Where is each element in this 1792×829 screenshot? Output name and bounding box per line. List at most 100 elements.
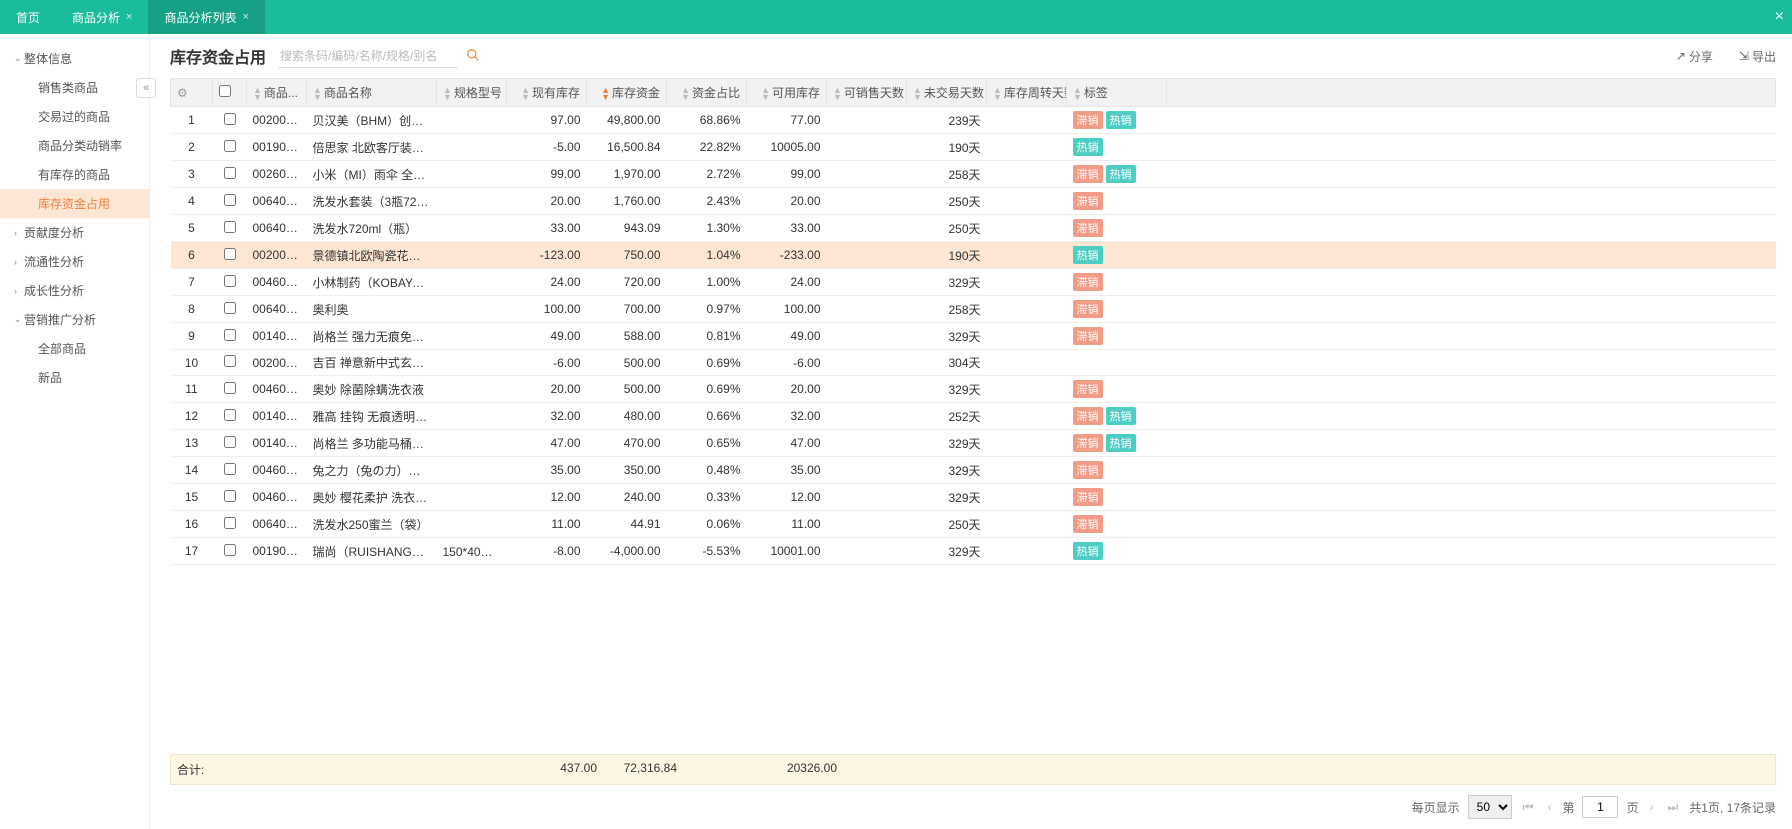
top-tab-2[interactable]: 商品分析列表× <box>148 0 264 34</box>
row-checkbox[interactable] <box>224 302 236 314</box>
prev-page-button[interactable]: ‹ <box>1544 800 1554 814</box>
row-checkbox[interactable] <box>224 194 236 206</box>
col-header-tags[interactable]: ▲▼标签 <box>1067 79 1167 107</box>
cell-idx: 16 <box>171 511 213 538</box>
row-checkbox[interactable] <box>224 436 236 448</box>
cell-name: 景德镇北欧陶瓷花瓶摆件 仿 <box>307 242 437 269</box>
export-button[interactable]: ⇲ 导出 <box>1739 48 1776 65</box>
col-header-stock[interactable]: ▲▼现有库存 <box>507 79 587 107</box>
tree-leaf-0-4[interactable]: 库存资金占用 <box>0 189 149 218</box>
table-row[interactable]: 8006400...奥利奥100.00700.000.97%100.00258天… <box>171 296 1776 323</box>
tree-group-1[interactable]: ›贡献度分析 <box>0 218 149 247</box>
row-checkbox[interactable] <box>224 517 236 529</box>
tag-badge: 滞销 <box>1073 461 1103 479</box>
table-row[interactable]: 10002000...吉百 禅意新中式玄关摆件客-6.00500.000.69%… <box>171 350 1776 376</box>
row-checkbox[interactable] <box>224 248 236 260</box>
row-checkbox[interactable] <box>224 113 236 125</box>
tree-leaf-0-0[interactable]: 销售类商品 <box>0 73 149 102</box>
table-row[interactable]: 11004600...奥妙 除菌除螨洗衣液20.00500.000.69%20.… <box>171 376 1776 403</box>
tab-close-icon[interactable]: × <box>126 11 132 23</box>
search-icon[interactable] <box>466 48 480 65</box>
col-header-fund[interactable]: ▲▼库存资金 <box>587 79 667 107</box>
table-row[interactable]: 13001400...尚格兰 多功能马桶刷套装 带47.00470.000.65… <box>171 430 1776 457</box>
next-page-button[interactable]: › <box>1646 800 1656 814</box>
first-page-button[interactable]: ⏮ <box>1520 800 1537 815</box>
close-all-button[interactable]: × <box>1775 0 1784 34</box>
tree-leaf-0-1[interactable]: 交易过的商品 <box>0 102 149 131</box>
tree-group-0[interactable]: ⌄整体信息 <box>0 44 149 73</box>
tree-group-3[interactable]: ›成长性分析 <box>0 276 149 305</box>
col-header-turnover[interactable]: ▲▼库存周转天数 <box>987 79 1067 107</box>
col-header-spec[interactable]: ▲▼规格型号 <box>437 79 507 107</box>
tree-leaf-0-3[interactable]: 有库存的商品 <box>0 160 149 189</box>
cell-tags: 滞销 <box>1067 296 1167 323</box>
col-header-notrade[interactable]: ▲▼未交易天数 <box>907 79 987 107</box>
cell-fund: 750.00 <box>587 242 667 269</box>
cell-ratio: -5.53% <box>667 538 747 565</box>
cell-name: 雅高 挂钩 无痕透明粘钩 强 <box>307 403 437 430</box>
collapse-sidebar-button[interactable]: « <box>136 78 156 98</box>
cell-turnover <box>987 323 1067 350</box>
cell-avail: 10005.00 <box>747 134 827 161</box>
row-checkbox[interactable] <box>224 167 236 179</box>
tree-group-2[interactable]: ›流通性分析 <box>0 247 149 276</box>
col-header-saledays[interactable]: ▲▼可销售天数 <box>827 79 907 107</box>
row-checkbox[interactable] <box>224 355 236 367</box>
table-row[interactable]: 7004600...小林制药（KOBAYASHI）日24.00720.001.0… <box>171 269 1776 296</box>
tree-leaf-0-2[interactable]: 商品分类动销率 <box>0 131 149 160</box>
search-input[interactable] <box>278 45 458 68</box>
row-checkbox[interactable] <box>224 382 236 394</box>
top-tab-1[interactable]: 商品分析× <box>56 0 148 34</box>
row-checkbox[interactable] <box>224 140 236 152</box>
col-header-code[interactable]: ▲▼商品... <box>247 79 307 107</box>
top-tab-0[interactable]: 首页 <box>0 0 56 34</box>
table-row[interactable]: 17001900...瑞尚（RUISHANG）卧室沙150*40厘米-8.00-… <box>171 538 1776 565</box>
cell-ratio: 0.81% <box>667 323 747 350</box>
share-button[interactable]: ↗ 分享 <box>1676 48 1713 65</box>
table-row[interactable]: 12001400...雅高 挂钩 无痕透明粘钩 强32.00480.000.66… <box>171 403 1776 430</box>
row-checkbox[interactable] <box>224 463 236 475</box>
table-row[interactable]: 4006400...洗发水套装（3瓶720ml+1）20.001,760.002… <box>171 188 1776 215</box>
select-all-checkbox[interactable] <box>219 85 231 97</box>
cell-saledays <box>827 296 907 323</box>
row-checkbox[interactable] <box>224 329 236 341</box>
page-input[interactable] <box>1582 796 1618 818</box>
table-row[interactable]: 5006400...洗发水720ml（瓶）33.00943.091.30%33.… <box>171 215 1776 242</box>
tree-group-4[interactable]: ⌄营销推广分析 <box>0 305 149 334</box>
table-row[interactable]: 3002600...小米（MI）雨伞 全自动折叠99.001,970.002.7… <box>171 161 1776 188</box>
table-row[interactable]: 2001900...倍思家 北欧客厅装饰画卧室-5.0016,500.8422.… <box>171 134 1776 161</box>
col-header-ratio[interactable]: ▲▼资金占比 <box>667 79 747 107</box>
table-row[interactable]: 1002000...贝汉美（BHM）创意北欧风97.0049,800.0068.… <box>171 107 1776 134</box>
cell-turnover <box>987 296 1067 323</box>
col-header-avail[interactable]: ▲▼可用库存 <box>747 79 827 107</box>
tree-leaf-4-1[interactable]: 新品 <box>0 363 149 392</box>
col-header-name[interactable]: ▲▼商品名称 <box>307 79 437 107</box>
gear-icon[interactable]: ⚙ <box>177 86 188 100</box>
row-checkbox[interactable] <box>224 490 236 502</box>
last-page-button[interactable]: ⏭ <box>1664 800 1681 815</box>
tree-leaf-4-0[interactable]: 全部商品 <box>0 334 149 363</box>
cell-saledays <box>827 107 907 134</box>
tab-close-icon[interactable]: × <box>242 11 248 23</box>
cell-spec <box>437 269 507 296</box>
cell-spec <box>437 323 507 350</box>
row-checkbox[interactable] <box>224 544 236 556</box>
row-checkbox[interactable] <box>224 275 236 287</box>
cell-avail: 49.00 <box>747 323 827 350</box>
per-page-select[interactable]: 50 <box>1468 795 1512 819</box>
tag-badge: 热销 <box>1106 407 1136 425</box>
row-checkbox[interactable] <box>224 409 236 421</box>
table-row[interactable]: 15004600...奥妙 樱花柔护 洗衣凝珠 1012.00240.000.3… <box>171 484 1776 511</box>
cell-fund: 44.91 <box>587 511 667 538</box>
cell-turnover <box>987 511 1067 538</box>
cell-idx: 3 <box>171 161 213 188</box>
sort-icon: ▲▼ <box>253 87 262 101</box>
table-row[interactable]: 6002000...景德镇北欧陶瓷花瓶摆件 仿-123.00750.001.04… <box>171 242 1776 269</box>
cell-spec <box>437 296 507 323</box>
table-row[interactable]: 9001400...尚格兰 强力无痕免打孔浴室49.00588.000.81%4… <box>171 323 1776 350</box>
table-row[interactable]: 14004600...兔之力（兔の力）粘毛器粘35.00350.000.48%3… <box>171 457 1776 484</box>
row-checkbox[interactable] <box>224 221 236 233</box>
cell-fund: 720.00 <box>587 269 667 296</box>
cell-stock: 33.00 <box>507 215 587 242</box>
table-row[interactable]: 16006400...洗发水250蜜兰（袋）11.0044.910.06%11.… <box>171 511 1776 538</box>
